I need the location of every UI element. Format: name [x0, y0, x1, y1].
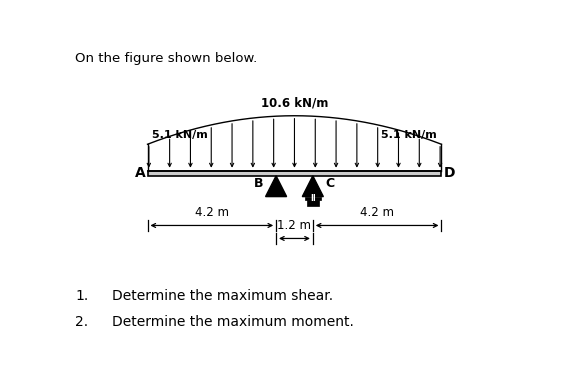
Text: Determine the maximum moment.: Determine the maximum moment.	[113, 315, 354, 329]
Polygon shape	[302, 176, 323, 197]
Text: 5.1 kN/m: 5.1 kN/m	[381, 130, 437, 140]
Text: Determine the maximum shear.: Determine the maximum shear.	[113, 289, 333, 303]
Text: 4.2 m: 4.2 m	[360, 206, 394, 219]
Text: D: D	[444, 166, 455, 180]
Text: 10.6 kN/m: 10.6 kN/m	[261, 96, 328, 109]
Bar	[305, 196, 321, 200]
Text: B: B	[254, 177, 263, 190]
Text: C: C	[325, 177, 335, 190]
Polygon shape	[265, 176, 286, 197]
Text: 4.2 m: 4.2 m	[195, 206, 229, 219]
Text: II: II	[310, 194, 316, 203]
Bar	[307, 200, 319, 206]
Text: 2.: 2.	[75, 315, 88, 329]
Text: 1.2 m: 1.2 m	[277, 219, 311, 232]
Bar	[148, 171, 441, 176]
Text: On the figure shown below.: On the figure shown below.	[75, 52, 258, 65]
Text: A: A	[135, 166, 145, 180]
Text: 1.: 1.	[75, 289, 88, 303]
Text: 5.1 kN/m: 5.1 kN/m	[152, 130, 208, 140]
